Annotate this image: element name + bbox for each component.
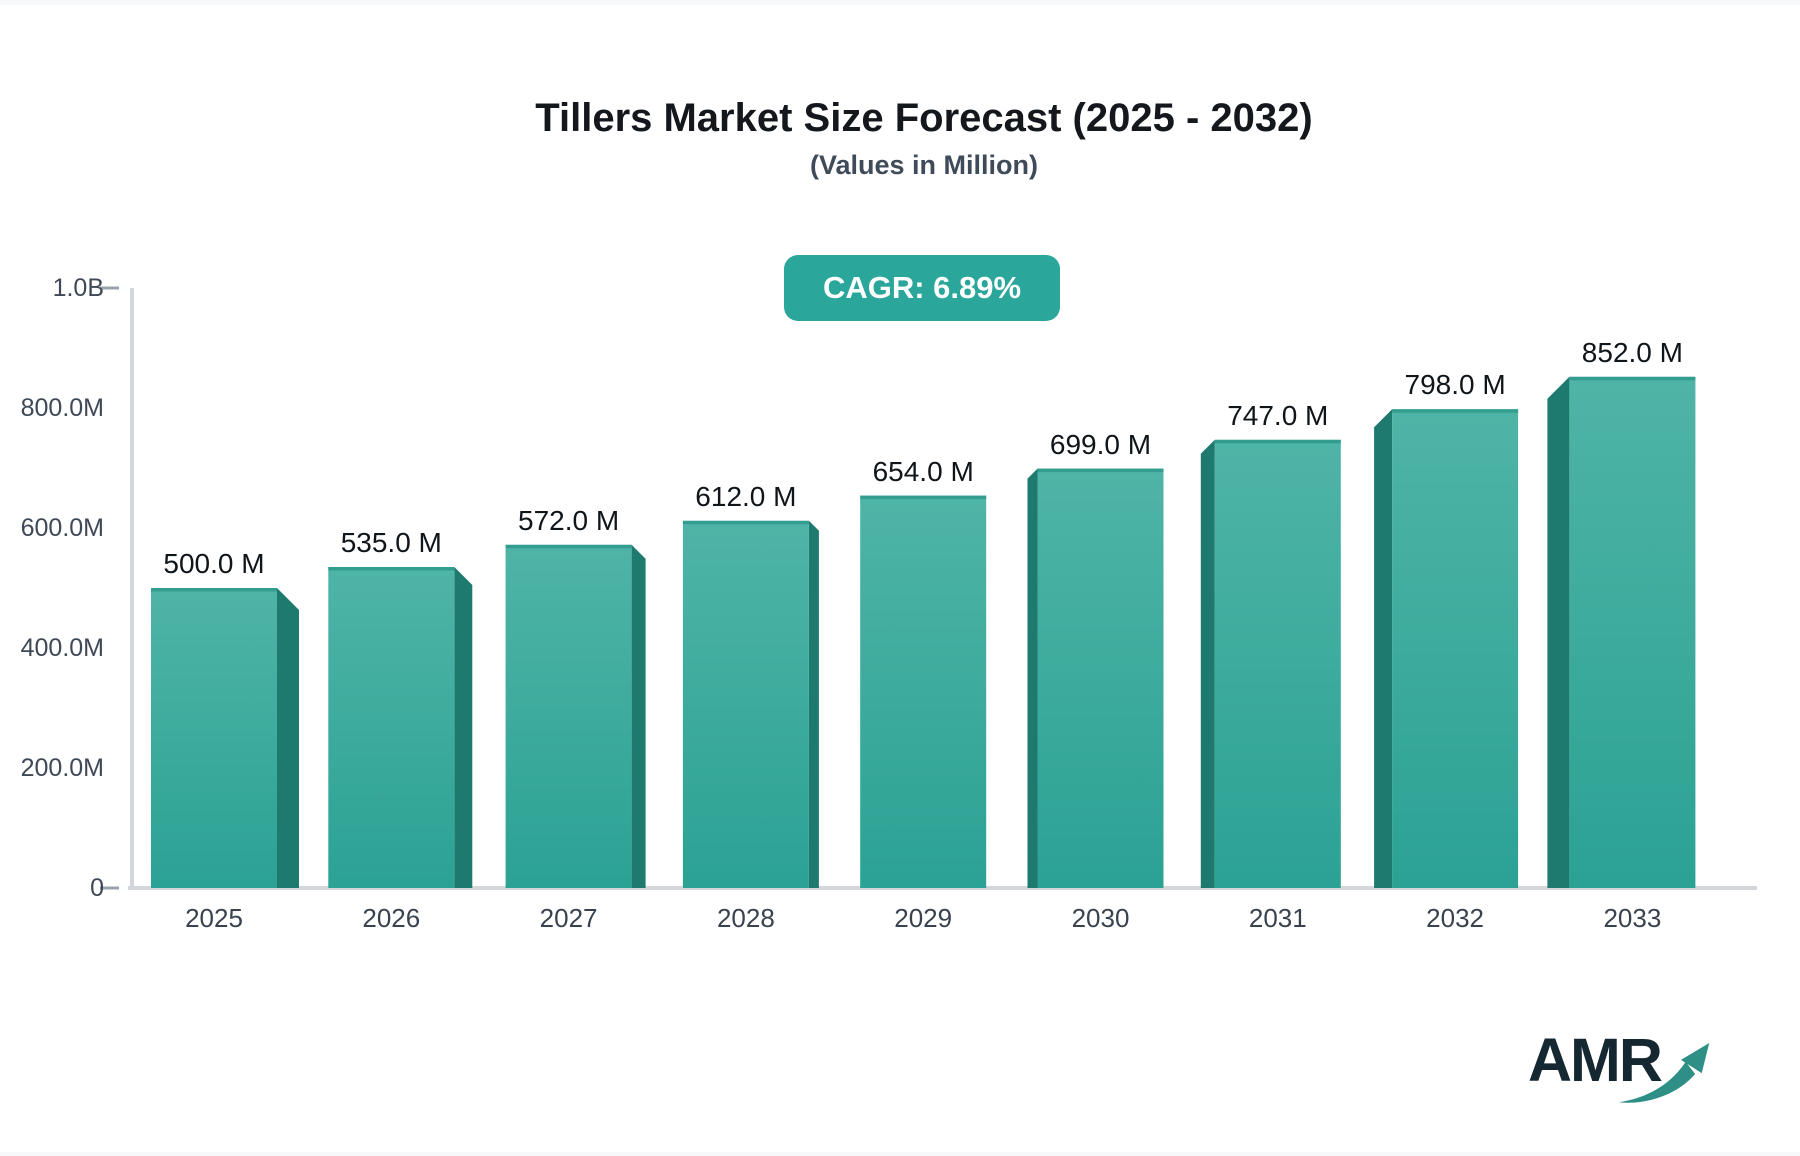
bar-value-label: 852.0 M: [1581, 336, 1683, 368]
trend-up-arrow-icon: [1618, 1042, 1710, 1103]
bar-value-label: 535.0 M: [340, 527, 442, 558]
bar-group: [1027, 468, 1164, 888]
bar-group: [1200, 439, 1341, 888]
x-axis-label: 2031: [1248, 903, 1307, 933]
bar-3d-side: [1027, 468, 1038, 888]
bar-group: [328, 567, 473, 888]
y-axis-line: [130, 288, 134, 888]
bar-top-edge: [151, 588, 277, 592]
bar-3d-side: [277, 588, 299, 888]
bar-3d-side: [1200, 439, 1215, 888]
bar-face: [860, 495, 987, 888]
x-axis-label: 2029: [894, 903, 953, 933]
y-axis-label: 800.0M: [20, 394, 104, 422]
bar-face: [1392, 409, 1519, 888]
bar-group: [1374, 409, 1519, 888]
bar-face: [1037, 468, 1164, 888]
bar-face: [328, 567, 455, 888]
bar-top-edge: [682, 520, 809, 525]
bar-value-label: 654.0 M: [872, 455, 974, 487]
bar-top-edge: [1392, 409, 1519, 413]
x-axis-label: 2030: [1071, 903, 1130, 933]
page-edge-top: [0, 0, 1800, 5]
bar-value-label: 500.0 M: [163, 548, 265, 579]
bar-3d-side: [454, 567, 473, 888]
bar-top-edge: [1037, 468, 1164, 473]
bar-value-label: 572.0 M: [518, 504, 620, 536]
bar-group: [682, 520, 819, 888]
x-axis-label: 2027: [539, 903, 598, 933]
y-axis-tick: [100, 286, 119, 290]
x-axis-label: 2026: [362, 903, 421, 933]
y-axis-tick: [100, 886, 119, 890]
bar-value-label: 699.0 M: [1049, 428, 1152, 460]
y-axis-label: 0: [90, 874, 104, 902]
bar-top-edge: [1569, 376, 1696, 381]
chart-subtitle: (Values in Million): [809, 150, 1039, 180]
bar-face: [1569, 376, 1696, 888]
brand-logo-text: AMR: [1528, 1026, 1663, 1094]
x-axis-label: 2028: [716, 903, 775, 933]
bar-3d-side: [1374, 409, 1393, 888]
bar-group: [151, 588, 299, 888]
bar-value-label: 747.0 M: [1227, 399, 1329, 431]
bar-group: [505, 544, 646, 888]
x-axis-label: 2025: [185, 903, 243, 933]
bar-value-label: 798.0 M: [1404, 369, 1506, 401]
bar-face: [151, 588, 277, 888]
brand-logo: AMR: [1528, 1030, 1718, 1110]
x-axis-label: 2032: [1426, 903, 1485, 933]
chart-title: Tillers Market Size Forecast (2025 - 203…: [535, 96, 1313, 140]
x-axis-label: 2033: [1603, 903, 1662, 933]
bar-top-edge: [860, 495, 987, 500]
bar-top-edge: [328, 567, 455, 571]
cagr-badge: CAGR: 6.89%: [784, 255, 1060, 321]
bar-group: [1547, 376, 1696, 888]
page-edge-bottom: [0, 1152, 1800, 1156]
bar-group: [860, 495, 987, 888]
bar-face: [1214, 439, 1341, 888]
bars: [151, 376, 1696, 888]
y-axis-label: 400.0M: [20, 634, 104, 662]
bar-top-edge: [505, 544, 632, 549]
bar-3d-side: [631, 544, 646, 888]
y-axis-label: 1.0B: [52, 274, 104, 302]
bar-value-label: 612.0 M: [695, 480, 797, 512]
bar-top-edge: [1214, 439, 1341, 444]
bar-3d-side: [1547, 376, 1570, 888]
bar-face: [682, 520, 809, 888]
bar-3d-side: [808, 520, 819, 888]
y-axis-label: 600.0M: [20, 514, 104, 542]
bar-face: [505, 544, 632, 888]
y-axis-label: 200.0M: [20, 754, 104, 782]
